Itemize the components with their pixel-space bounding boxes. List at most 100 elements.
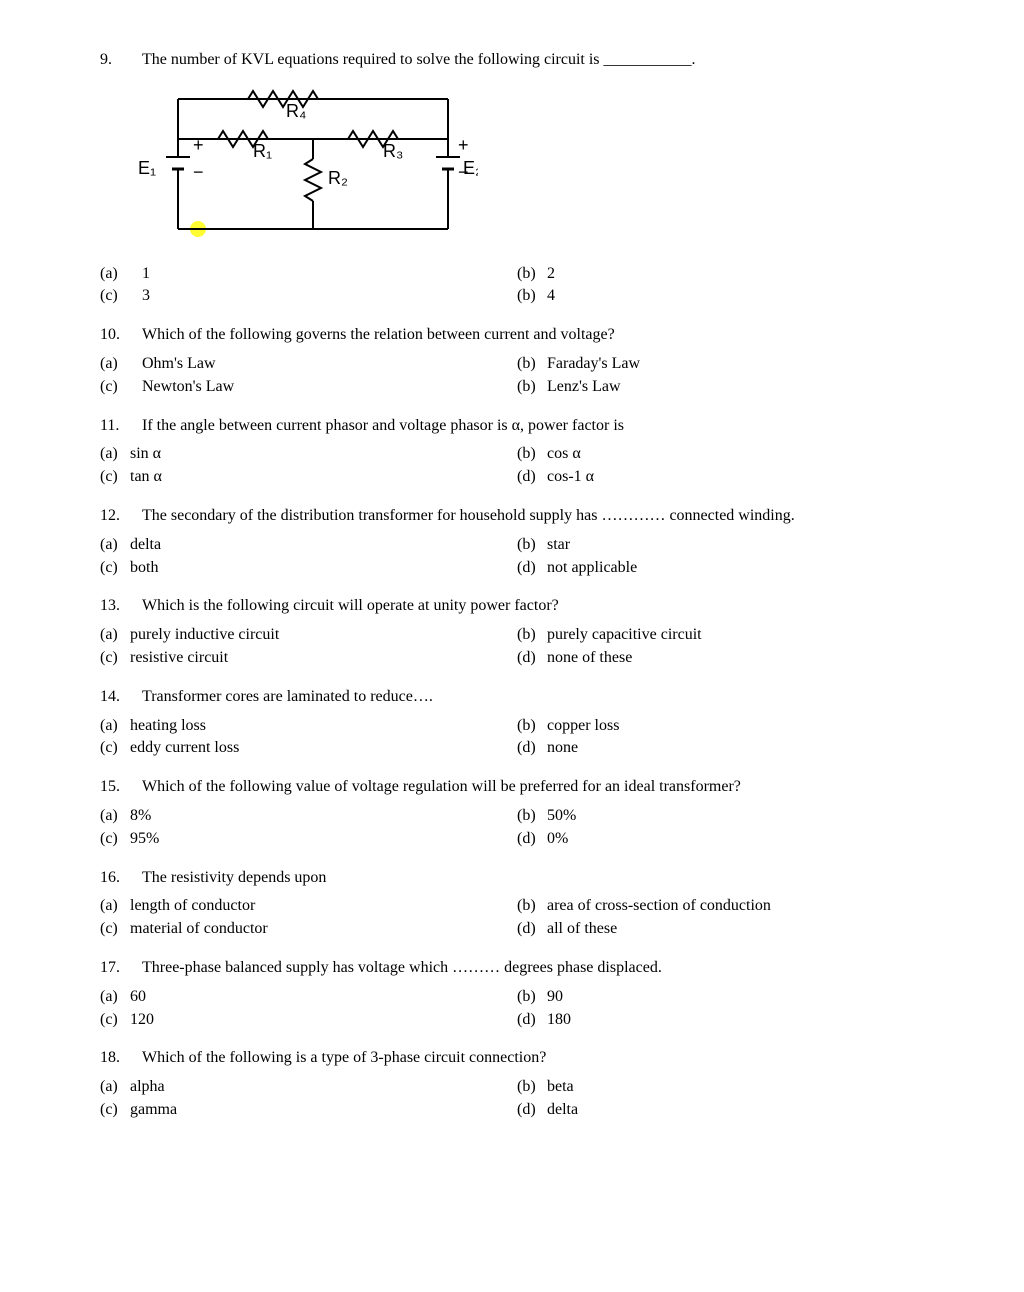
question-text: Which is the following circuit will oper… (142, 596, 924, 617)
option: (c)tan α (100, 467, 507, 488)
option-text: none (547, 738, 578, 759)
option-text: Ohm's Law (142, 354, 216, 375)
question-number: 11. (100, 416, 142, 437)
options: (a)1 (b)2 (c)3 (b)4 (100, 264, 924, 308)
question-text: Which of the following is a type of 3-ph… (142, 1048, 924, 1069)
option-text: length of conductor (130, 896, 255, 917)
option-text: purely inductive circuit (130, 625, 279, 646)
option-text: eddy current loss (130, 738, 239, 759)
option-text: 120 (130, 1010, 154, 1031)
option: (a)8% (100, 806, 507, 827)
option: (d)none of these (517, 648, 924, 669)
option: (c)Newton's Law (100, 377, 507, 398)
question-number: 9. (100, 50, 142, 71)
question-11: 11.If the angle between current phasor a… (100, 416, 924, 488)
option-text: sin α (130, 444, 161, 465)
question-text: If the angle between current phasor and … (142, 416, 924, 437)
option-text: 0% (547, 829, 568, 850)
option-label: (d) (517, 467, 547, 488)
option-text: 1 (142, 264, 150, 285)
option-label: (d) (517, 648, 547, 669)
option: (b)2 (517, 264, 924, 285)
option-label: (b) (517, 286, 547, 307)
options: (a)sin α(b)cos α(c)tan α(d)cos-1 α (100, 444, 924, 488)
option: (b)4 (517, 286, 924, 307)
option: (a)heating loss (100, 716, 507, 737)
option: (c)resistive circuit (100, 648, 507, 669)
option: (a)delta (100, 535, 507, 556)
question-number: 18. (100, 1048, 142, 1069)
option: (c)eddy current loss (100, 738, 507, 759)
option: (d)not applicable (517, 558, 924, 579)
option-label: (c) (100, 1100, 130, 1121)
option-text: all of these (547, 919, 617, 940)
option: (b)cos α (517, 444, 924, 465)
options: (a)Ohm's Law(b)Faraday's Law(c)Newton's … (100, 354, 924, 398)
svg-text:R₃: R₃ (383, 141, 403, 161)
option-label: (d) (517, 919, 547, 940)
question-15: 15.Which of the following value of volta… (100, 777, 924, 849)
option-text: 50% (547, 806, 576, 827)
option: (c)3 (100, 286, 507, 307)
option: (a)Ohm's Law (100, 354, 507, 375)
option-label: (a) (100, 625, 130, 646)
svg-text:+: + (193, 135, 204, 155)
option: (b)50% (517, 806, 924, 827)
option-text: Lenz's Law (547, 377, 621, 398)
option: (a)1 (100, 264, 507, 285)
option-text: purely capacitive circuit (547, 625, 702, 646)
option-text: Newton's Law (142, 377, 234, 398)
option: (a)purely inductive circuit (100, 625, 507, 646)
option-text: 90 (547, 987, 563, 1008)
circuit-diagram: E₁ E₂ + − + − R₄ R₁ R₃ R₂ (118, 79, 924, 256)
options: (a)8%(b)50%(c)95%(d)0% (100, 806, 924, 850)
option-text: cos-1 α (547, 467, 594, 488)
question-13: 13.Which is the following circuit will o… (100, 596, 924, 668)
options: (a)purely inductive circuit (b)purely cap… (100, 625, 924, 669)
option-label: (a) (100, 716, 130, 737)
option-label: (b) (517, 264, 547, 285)
options: (a)delta(b)star(c)both(d)not applicable (100, 535, 924, 579)
option-label: (c) (100, 919, 130, 940)
option-text: delta (547, 1100, 578, 1121)
question-number: 10. (100, 325, 142, 346)
options: (a)alpha(b)beta(c)gamma(d)delta (100, 1077, 924, 1121)
option: (b)Lenz's Law (517, 377, 924, 398)
option-label: (a) (100, 535, 130, 556)
option-label: (b) (517, 535, 547, 556)
option-text: material of conductor (130, 919, 268, 940)
question-number: 14. (100, 687, 142, 708)
option-text: not applicable (547, 558, 637, 579)
option-text: area of cross-section of conduction (547, 896, 771, 917)
question-text: Which of the following governs the relat… (142, 325, 924, 346)
question-text: The secondary of the distribution transf… (142, 506, 924, 527)
option-text: 180 (547, 1010, 571, 1031)
option: (d)180 (517, 1010, 924, 1031)
question-16: 16.The resistivity depends upon(a)length… (100, 868, 924, 940)
option-label: (a) (100, 1077, 130, 1098)
question-number: 12. (100, 506, 142, 527)
option-text: star (547, 535, 570, 556)
option: (c)120 (100, 1010, 507, 1031)
option-text: cos α (547, 444, 581, 465)
option-label: (b) (517, 806, 547, 827)
option-label: (b) (517, 987, 547, 1008)
svg-text:−: − (193, 162, 204, 182)
option-label: (a) (100, 806, 130, 827)
option-label: (b) (517, 896, 547, 917)
option-label: (d) (517, 558, 547, 579)
question-text: Which of the following value of voltage … (142, 777, 924, 798)
option-label: (b) (517, 377, 547, 398)
option-label: (c) (100, 738, 130, 759)
svg-text:R₂: R₂ (328, 168, 348, 188)
option-text: 3 (142, 286, 150, 307)
option: (d)0% (517, 829, 924, 850)
option-text: delta (130, 535, 161, 556)
option-label: (b) (517, 1077, 547, 1098)
option-label: (d) (517, 1100, 547, 1121)
option-label: (b) (517, 625, 547, 646)
option-label: (a) (100, 987, 130, 1008)
option-text: gamma (130, 1100, 177, 1121)
option: (a)60 (100, 987, 507, 1008)
option: (b)copper loss (517, 716, 924, 737)
